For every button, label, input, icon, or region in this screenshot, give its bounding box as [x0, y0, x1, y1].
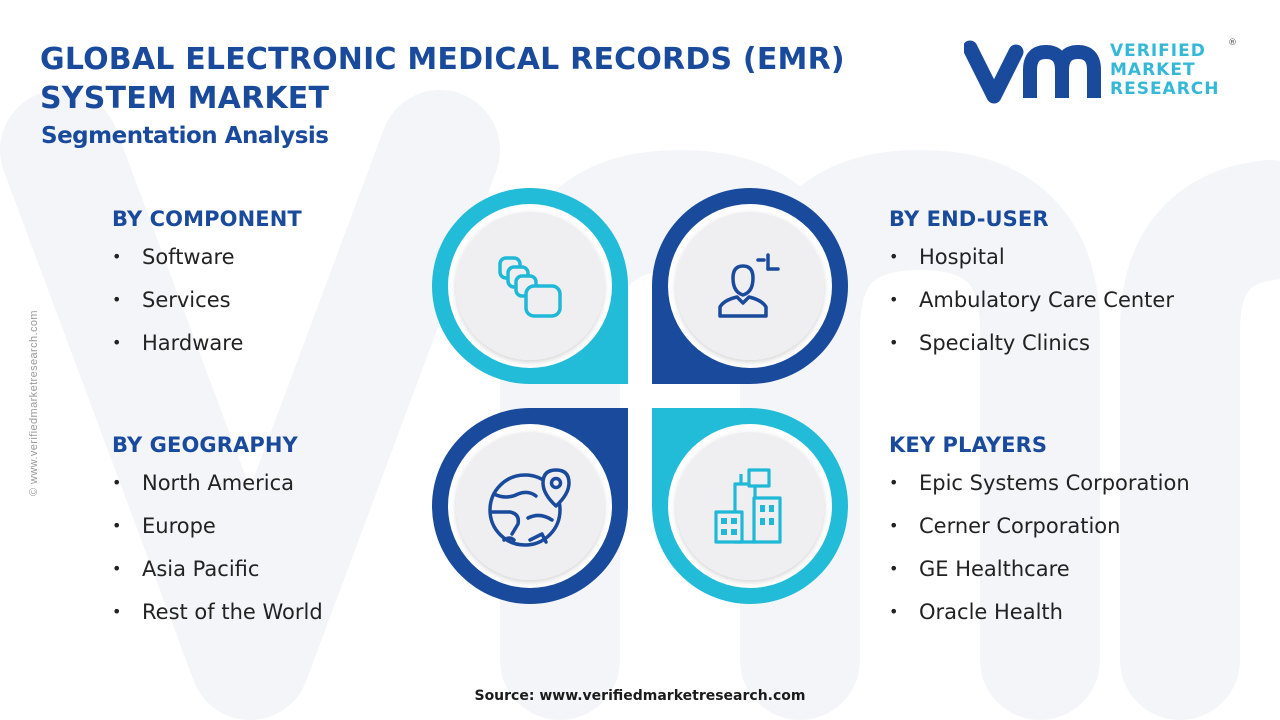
segment-end-user: BY END-USER Hospital Ambulatory Care Cen… [889, 207, 1174, 374]
brand-logo: VERIFIED MARKET RESEARCH ® [964, 38, 1244, 106]
list-item: Cerner Corporation [889, 514, 1190, 557]
segment-list-component: Software Services Hardware [112, 245, 302, 374]
list-item: GE Healthcare [889, 557, 1190, 600]
side-watermark-url: © www.verifiedmarketresearch.com [28, 310, 40, 496]
list-item: Hospital [889, 245, 1174, 288]
cascading-cards-icon [498, 256, 562, 318]
segment-heading-component: BY COMPONENT [112, 207, 302, 231]
segment-key-players: KEY PLAYERS Epic Systems Corporation Cer… [889, 433, 1190, 643]
brand-name: VERIFIED MARKET RESEARCH [1110, 42, 1220, 99]
list-item: Epic Systems Corporation [889, 471, 1190, 514]
brand-line-2: MARKET [1110, 60, 1196, 80]
page-subtitle: Segmentation Analysis [41, 123, 329, 149]
list-item: North America [112, 471, 323, 514]
globe-location-icon [488, 468, 571, 547]
brand-line-1: VERIFIED [1110, 41, 1206, 61]
segment-component: BY COMPONENT Software Services Hardware [112, 207, 302, 374]
segment-heading-end-user: BY END-USER [889, 207, 1049, 231]
segment-heading-geography: BY GEOGRAPHY [112, 433, 298, 457]
segment-geography: BY GEOGRAPHY North America Europe Asia P… [112, 433, 323, 643]
list-item: Ambulatory Care Center [889, 288, 1174, 331]
list-item: Asia Pacific [112, 557, 323, 600]
source-footer: Source: www.verifiedmarketresearch.com [474, 688, 806, 704]
segment-heading-key-players: KEY PLAYERS [889, 433, 1048, 457]
vmr-logo-icon [964, 40, 1101, 104]
list-item: Services [112, 288, 302, 331]
user-scan-icon [718, 253, 780, 318]
page-title: GLOBAL ELECTRONIC MEDICAL RECORDS (EMR) … [40, 42, 845, 116]
list-item: Rest of the World [112, 600, 323, 643]
brand-line-3: RESEARCH [1110, 79, 1220, 99]
list-item: Europe [112, 514, 323, 557]
segment-list-key-players: Epic Systems Corporation Cerner Corporat… [889, 471, 1190, 643]
list-item: Oracle Health [889, 600, 1190, 643]
list-item: Specialty Clinics [889, 331, 1174, 374]
city-buildings-icon [714, 468, 782, 544]
registered-mark: ® [1228, 38, 1237, 48]
list-item: Hardware [112, 331, 302, 374]
petal-end-user [652, 188, 848, 384]
petal-geography [432, 408, 628, 604]
segment-list-end-user: Hospital Ambulatory Care Center Specialt… [889, 245, 1174, 374]
segment-list-geography: North America Europe Asia Pacific Rest o… [112, 471, 323, 643]
list-item: Software [112, 245, 302, 288]
segment-quad-diagram [432, 188, 848, 604]
